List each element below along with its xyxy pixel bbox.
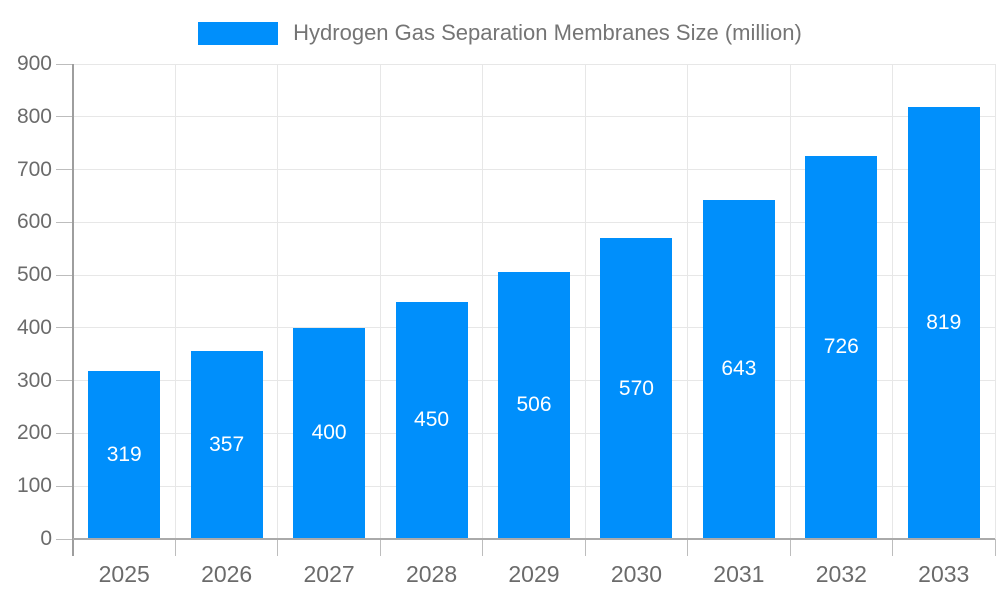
v-gridline (789, 64, 791, 539)
y-axis-tick-label: 500 (16, 263, 52, 287)
v-gridline (174, 64, 176, 539)
x-tick (584, 539, 586, 556)
y-axis-tick-label: 300 (16, 368, 52, 392)
y-tick (56, 327, 73, 329)
y-tick (56, 169, 73, 171)
x-axis-tick-label: 2033 (918, 561, 970, 587)
y-axis-tick-label: 600 (16, 210, 52, 234)
x-tick (687, 539, 689, 556)
y-tick (56, 432, 73, 434)
bar-value-label: 450 (414, 408, 450, 432)
bar-value-label: 570 (618, 376, 654, 400)
v-gridline (892, 64, 894, 539)
bar-value-label: 319 (106, 442, 142, 466)
bar-2031[interactable]: 643 (702, 199, 775, 539)
v-gridline (994, 64, 996, 539)
y-axis-tick-label: 100 (16, 474, 52, 498)
y-tick (56, 116, 73, 118)
bar-value-label: 819 (926, 310, 962, 334)
x-axis-tick-label: 2027 (303, 561, 355, 587)
x-axis-tick-label: 2026 (201, 561, 253, 587)
y-tick (56, 274, 73, 276)
x-tick (277, 539, 279, 556)
y-axis-tick-label: 400 (16, 315, 52, 339)
x-tick (174, 539, 176, 556)
y-axis-tick-label: 0 (40, 527, 52, 550)
h-gridline (73, 221, 995, 223)
legend-swatch (198, 21, 279, 45)
v-gridline (482, 64, 484, 539)
bar-2030[interactable]: 570 (600, 238, 673, 539)
x-tick (379, 539, 381, 556)
plot-area: 0 100 200 300 400 500 600 700 800 900 319 2025 357 20… (17, 52, 996, 587)
bar-2027[interactable]: 400 (293, 327, 366, 539)
y-tick (56, 63, 73, 65)
bar-2033[interactable]: 819 (907, 106, 980, 539)
x-axis-tick-label: 2025 (98, 561, 150, 587)
x-axis-tick-label: 2030 (610, 561, 663, 587)
x-axis-line (73, 538, 995, 540)
x-axis-tick-label: 2031 (713, 561, 765, 587)
h-gridline (73, 169, 995, 171)
bar-value-label: 357 (209, 432, 245, 456)
v-gridline (277, 64, 279, 539)
x-tick (789, 539, 791, 556)
bar-2032[interactable]: 726 (805, 155, 878, 539)
x-tick (892, 539, 894, 556)
y-axis-tick-label: 700 (16, 157, 52, 181)
x-axis-tick-label: 2028 (405, 561, 458, 587)
h-gridline (73, 63, 995, 65)
bar-value-label: 643 (721, 357, 757, 381)
bar-2029[interactable]: 506 (498, 271, 570, 539)
bar-2026[interactable]: 357 (190, 350, 263, 539)
x-tick (482, 539, 484, 556)
x-axis-tick-label: 2032 (815, 561, 867, 587)
v-gridline (584, 64, 586, 539)
legend[interactable]: Hydrogen Gas Separation Membranes Size (… (0, 20, 1000, 46)
bar-value-label: 726 (823, 335, 859, 359)
y-tick (56, 538, 73, 540)
bar-value-label: 506 (516, 393, 552, 417)
v-gridline (687, 64, 689, 539)
h-gridline (73, 116, 995, 118)
x-tick (994, 539, 996, 556)
y-tick (56, 380, 73, 382)
legend-label: Hydrogen Gas Separation Membranes Size (… (293, 20, 802, 45)
y-axis-tick-label: 200 (16, 421, 52, 445)
y-tick (56, 221, 73, 223)
y-axis-tick-label: 900 (16, 52, 52, 75)
v-gridline (379, 64, 381, 539)
bar-2028[interactable]: 450 (395, 301, 468, 539)
x-axis-tick-label: 2029 (508, 561, 560, 587)
bar-2025[interactable]: 319 (88, 370, 161, 539)
y-axis-line (72, 64, 74, 556)
y-axis-tick-label: 800 (16, 104, 52, 128)
bar-value-label: 400 (311, 421, 347, 445)
y-tick (56, 485, 73, 487)
